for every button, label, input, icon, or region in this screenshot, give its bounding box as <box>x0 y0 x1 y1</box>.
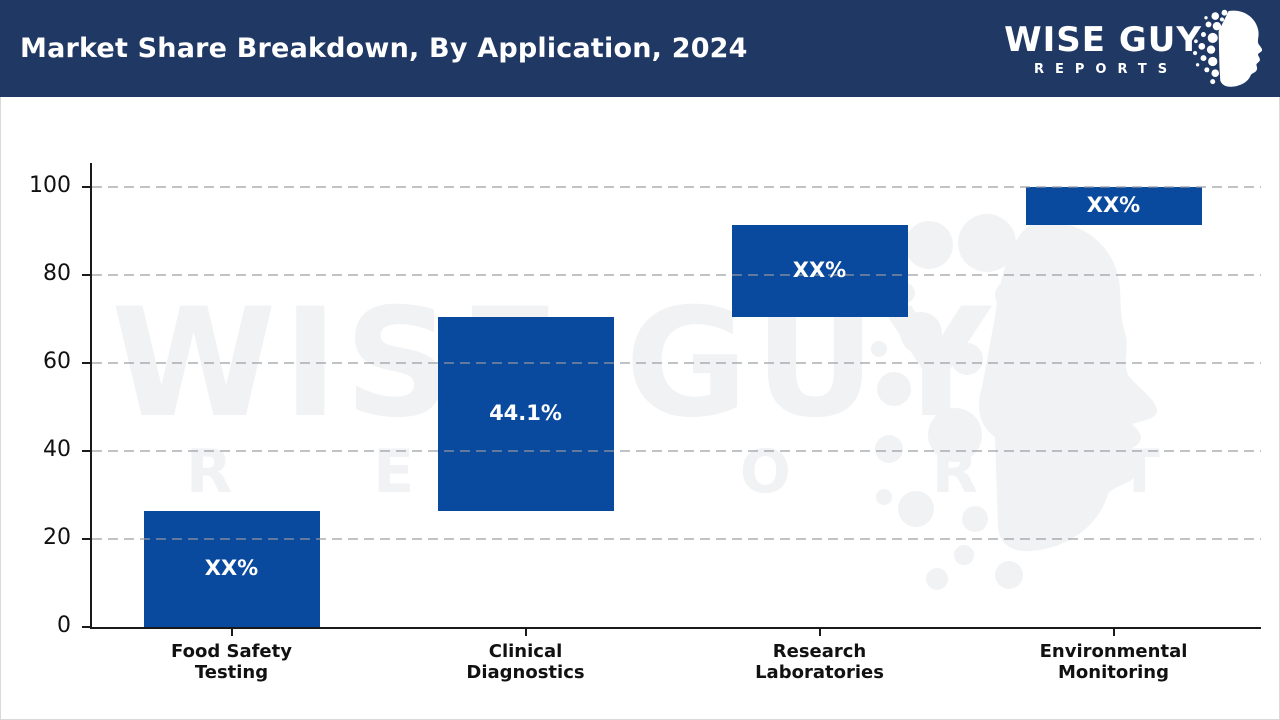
x-category-label: Environmental Monitoring <box>1039 641 1188 683</box>
y-tick-label: 20 <box>43 525 71 550</box>
y-tick-label: 0 <box>57 613 71 638</box>
y-axis-tick <box>82 538 90 540</box>
gridline <box>92 362 1261 364</box>
header: Market Share Breakdown, By Application, … <box>0 0 1280 97</box>
gridline <box>92 274 1261 276</box>
x-axis-tick <box>524 629 527 636</box>
x-axis-tick <box>1112 629 1115 636</box>
waterfall-bar-segment <box>731 225 908 317</box>
x-category-label: Clinical Diagnostics <box>466 641 585 683</box>
gridline <box>92 538 1261 540</box>
watermark-head-profile-icon <box>871 214 1157 590</box>
x-axis-tick <box>230 629 233 636</box>
logo-brand-text: WISE GUY <box>1004 19 1202 60</box>
x-axis-tick <box>818 629 821 636</box>
bar-value-label: XX% <box>792 258 847 283</box>
y-axis-tick <box>82 186 90 188</box>
y-axis-tick <box>82 450 90 452</box>
y-tick-label: 80 <box>43 261 71 286</box>
x-category-label: Research Laboratories <box>755 641 884 683</box>
gridline <box>92 450 1261 452</box>
y-tick-label: 60 <box>43 349 71 374</box>
bar-value-label: XX% <box>204 555 259 580</box>
y-axis-tick <box>82 626 90 628</box>
y-tick-label: 40 <box>43 437 71 462</box>
bar-value-label: XX% <box>1086 193 1141 218</box>
y-tick-label: 100 <box>29 173 71 198</box>
page-title: Market Share Breakdown, By Application, … <box>20 33 748 64</box>
y-axis-tick <box>82 362 90 364</box>
y-axis-tick <box>82 274 90 276</box>
waterfall-bar-segment <box>1025 187 1202 226</box>
logo-sub-text: REPORTS <box>1034 61 1179 77</box>
logo-text: WISE GUY REPORTS <box>1004 20 1202 77</box>
gridline <box>92 186 1261 188</box>
head-profile-logo-icon <box>1192 9 1263 87</box>
x-category-label: Food Safety Testing <box>171 641 292 683</box>
waterfall-bar-segment <box>437 316 614 511</box>
wise-guy-logo: WISE GUY REPORTS <box>1004 6 1270 90</box>
waterfall-bar-segment <box>143 510 320 627</box>
x-axis-line <box>90 627 1261 629</box>
bar-value-label: 44.1% <box>489 400 562 425</box>
y-axis-line <box>90 163 92 629</box>
